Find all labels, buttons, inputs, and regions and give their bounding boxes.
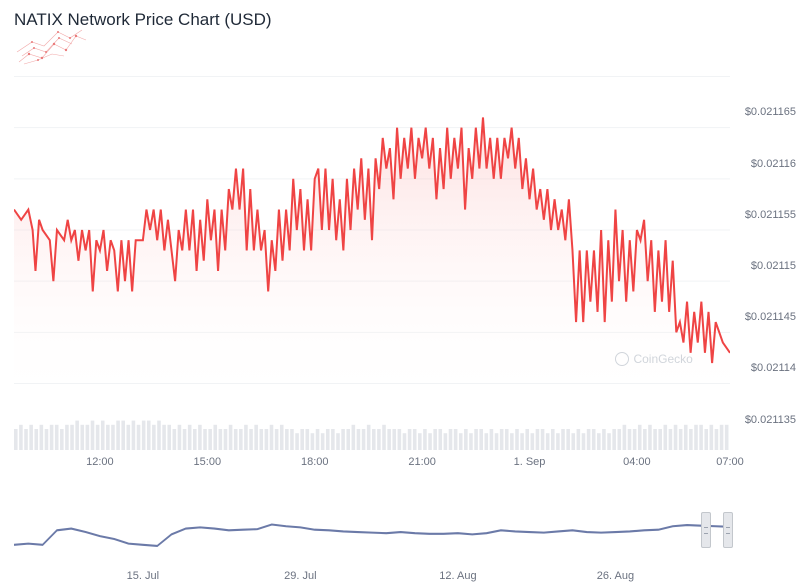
watermark-text: CoinGecko <box>633 352 692 366</box>
brush-handle-start[interactable] <box>701 512 711 548</box>
coingecko-icon <box>615 352 629 366</box>
main-chart-container: CoinGecko $0.021165$0.02116$0.021155$0.0… <box>0 56 800 404</box>
price-chart[interactable]: CoinGecko <box>14 56 730 404</box>
chart-title: NATIX Network Price Chart (USD) <box>0 0 800 36</box>
watermark: CoinGecko <box>615 352 692 366</box>
brush-x-labels: 15. Jul29. Jul12. Aug26. Aug <box>14 568 730 584</box>
volume-chart[interactable] <box>14 408 730 450</box>
x-axis-labels: 12:0015:0018:0021:001. Sep04:0007:00 <box>14 450 730 478</box>
brush-handle-end[interactable] <box>723 512 733 548</box>
brush-chart[interactable] <box>14 510 730 568</box>
y-axis-labels: $0.021165$0.02116$0.021155$0.02115$0.021… <box>732 92 796 440</box>
